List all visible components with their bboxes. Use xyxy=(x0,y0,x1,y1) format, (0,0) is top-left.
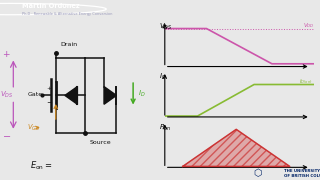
Text: $P_{on}$: $P_{on}$ xyxy=(159,123,171,133)
Text: $I_D$: $I_D$ xyxy=(138,89,146,99)
Text: ⬡: ⬡ xyxy=(253,168,262,178)
Text: $I_{D(on)}$: $I_{D(on)}$ xyxy=(299,78,312,86)
Text: +: + xyxy=(3,50,10,59)
Polygon shape xyxy=(104,87,116,104)
Polygon shape xyxy=(183,129,290,166)
Text: $V_{DS}$: $V_{DS}$ xyxy=(0,89,13,100)
Text: $I_D$: $I_D$ xyxy=(159,72,166,82)
Text: $V_{DD}$: $V_{DD}$ xyxy=(303,21,315,30)
Text: Martin Ordonez: Martin Ordonez xyxy=(22,3,79,9)
Text: THE UNIVERSITY: THE UNIVERSITY xyxy=(284,169,319,173)
Text: $E_{\rm on} =$: $E_{\rm on} =$ xyxy=(30,159,52,172)
Text: Source: Source xyxy=(90,140,111,145)
Text: OF BRITISH COLUMBIA: OF BRITISH COLUMBIA xyxy=(284,174,320,178)
Text: $V_{DS}$: $V_{DS}$ xyxy=(159,22,172,32)
Text: −: − xyxy=(3,132,11,141)
Text: +: + xyxy=(47,86,52,91)
Text: −: − xyxy=(47,100,52,106)
Text: Ph.D · Renewable & Alternative Energy Conversion: Ph.D · Renewable & Alternative Energy Co… xyxy=(22,12,112,16)
Text: Gate: Gate xyxy=(27,92,43,97)
Polygon shape xyxy=(65,87,77,104)
Text: Drain: Drain xyxy=(60,42,77,47)
Text: $V_{GS}$: $V_{GS}$ xyxy=(27,123,40,133)
